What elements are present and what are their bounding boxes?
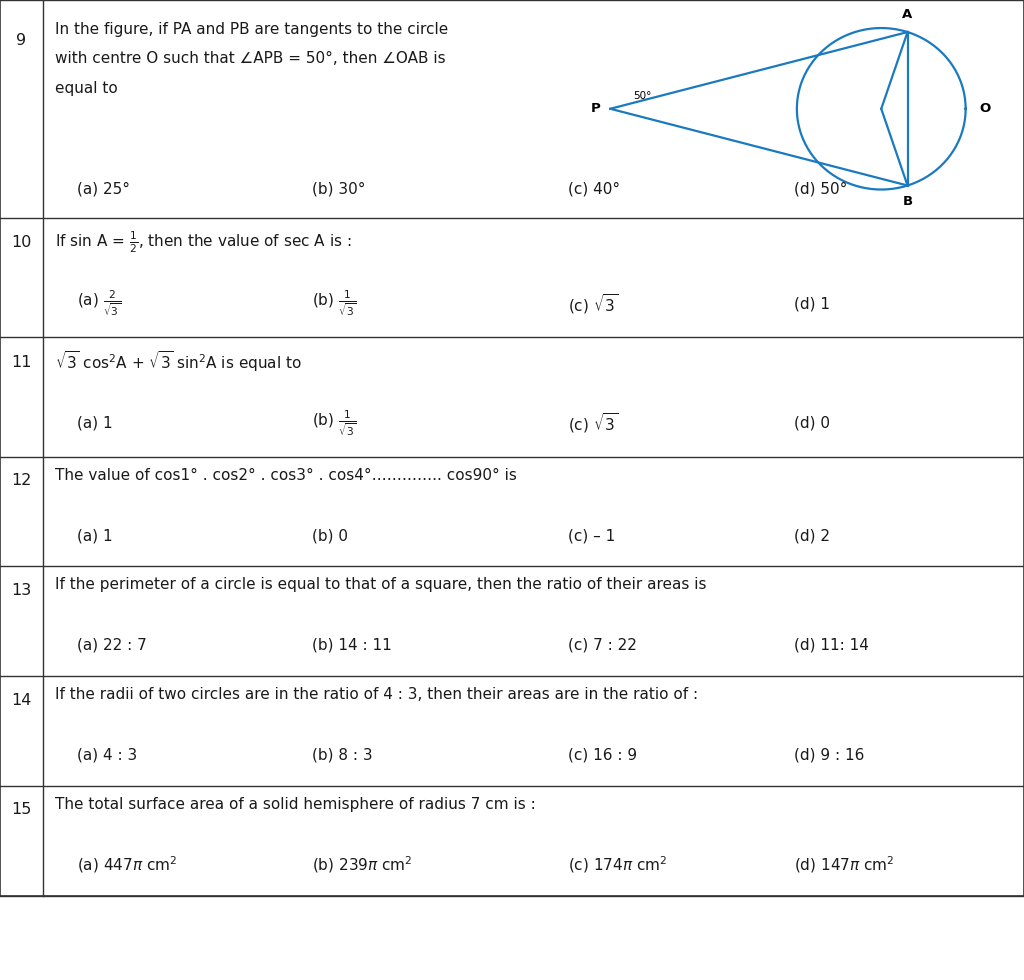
Text: (d) 2: (d) 2 (794, 528, 829, 543)
Text: (a) 4 : 3: (a) 4 : 3 (77, 748, 137, 762)
Text: (a) 25°: (a) 25° (77, 181, 130, 197)
Text: with centre O such that ∠APB = 50°, then ∠OAB is: with centre O such that ∠APB = 50°, then… (55, 51, 445, 67)
Text: (c) 7 : 22: (c) 7 : 22 (568, 638, 637, 653)
Text: (a) 1: (a) 1 (77, 528, 113, 543)
Text: (c) $\sqrt{3}$: (c) $\sqrt{3}$ (568, 412, 618, 435)
Text: 15: 15 (11, 803, 32, 817)
Text: (d) 1: (d) 1 (794, 296, 829, 311)
Text: 9: 9 (16, 32, 27, 48)
Text: (b) $\frac{1}{\sqrt{3}}$: (b) $\frac{1}{\sqrt{3}}$ (312, 409, 356, 438)
Text: (b) 0: (b) 0 (312, 528, 348, 543)
Text: (b) 14 : 11: (b) 14 : 11 (312, 638, 392, 653)
Text: (d) 50°: (d) 50° (794, 181, 847, 197)
Text: (d) 11: 14: (d) 11: 14 (794, 638, 868, 653)
Text: (d) 9 : 16: (d) 9 : 16 (794, 748, 864, 762)
Text: (c) 40°: (c) 40° (568, 181, 621, 197)
Text: O: O (979, 102, 990, 116)
Text: (c) 16 : 9: (c) 16 : 9 (568, 748, 638, 762)
Text: (a) 22 : 7: (a) 22 : 7 (77, 638, 146, 653)
Text: In the figure, if PA and PB are tangents to the circle: In the figure, if PA and PB are tangents… (55, 22, 449, 37)
Text: If sin A = $\frac{1}{2}$, then the value of sec A is :: If sin A = $\frac{1}{2}$, then the value… (55, 229, 351, 255)
Text: 50°: 50° (633, 91, 651, 101)
Text: (a) 1: (a) 1 (77, 416, 113, 430)
Text: (b) $\frac{1}{\sqrt{3}}$: (b) $\frac{1}{\sqrt{3}}$ (312, 289, 356, 318)
Text: The total surface area of a solid hemisphere of radius 7 cm is :: The total surface area of a solid hemisp… (55, 797, 536, 812)
Text: A: A (902, 8, 912, 22)
Text: (b) 239$\pi$ cm$^2$: (b) 239$\pi$ cm$^2$ (312, 855, 413, 875)
Text: 13: 13 (11, 583, 32, 598)
Text: 12: 12 (11, 473, 32, 488)
Text: $\sqrt{3}$ cos$^2$A + $\sqrt{3}$ sin$^2$A is equal to: $\sqrt{3}$ cos$^2$A + $\sqrt{3}$ sin$^2$… (55, 349, 302, 374)
Text: (d) 0: (d) 0 (794, 416, 829, 430)
Text: 10: 10 (11, 235, 32, 251)
Text: 14: 14 (11, 693, 32, 708)
Text: (c) – 1: (c) – 1 (568, 528, 615, 543)
Text: If the radii of two circles are in the ratio of 4 : 3, then their areas are in t: If the radii of two circles are in the r… (55, 687, 698, 703)
Text: (d) 147$\pi$ cm$^2$: (d) 147$\pi$ cm$^2$ (794, 855, 894, 875)
Text: If the perimeter of a circle is equal to that of a square, then the ratio of the: If the perimeter of a circle is equal to… (55, 577, 707, 593)
Text: 11: 11 (11, 355, 32, 370)
Text: (c) 174$\pi$ cm$^2$: (c) 174$\pi$ cm$^2$ (568, 855, 668, 875)
Text: (a) 447$\pi$ cm$^2$: (a) 447$\pi$ cm$^2$ (77, 855, 177, 875)
Text: (a) $\frac{2}{\sqrt{3}}$: (a) $\frac{2}{\sqrt{3}}$ (77, 289, 121, 318)
Text: B: B (902, 195, 912, 209)
Text: (b) 8 : 3: (b) 8 : 3 (312, 748, 373, 762)
Text: (c) $\sqrt{3}$: (c) $\sqrt{3}$ (568, 292, 618, 316)
Text: equal to: equal to (55, 80, 118, 96)
Text: P: P (590, 102, 600, 116)
Text: The value of cos1° . cos2° . cos3° . cos4°………….. cos90° is: The value of cos1° . cos2° . cos3° . cos… (55, 467, 517, 483)
Text: (b) 30°: (b) 30° (312, 181, 366, 197)
